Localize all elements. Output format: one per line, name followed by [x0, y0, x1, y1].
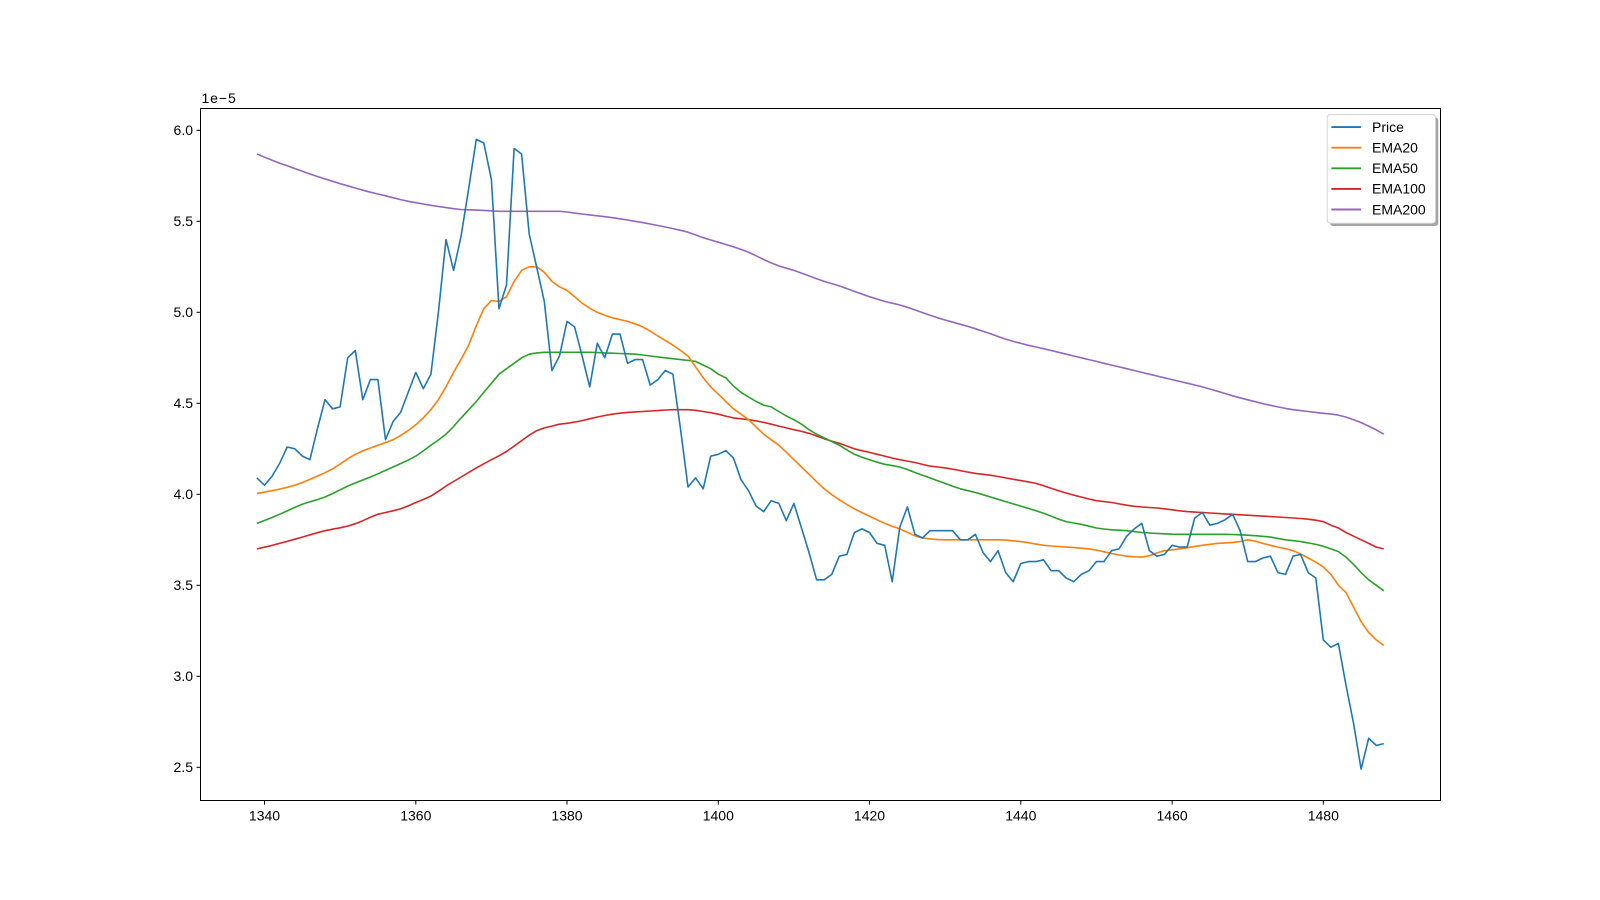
svg-text:1380: 1380: [551, 808, 582, 824]
svg-text:4.0: 4.0: [174, 486, 194, 502]
svg-text:1340: 1340: [249, 808, 280, 824]
svg-text:EMA100: EMA100: [1372, 181, 1426, 197]
svg-text:EMA50: EMA50: [1372, 160, 1418, 176]
svg-text:3.5: 3.5: [174, 577, 194, 593]
svg-text:1480: 1480: [1308, 808, 1339, 824]
svg-text:EMA20: EMA20: [1372, 140, 1418, 156]
svg-text:1460: 1460: [1157, 808, 1188, 824]
svg-text:1e−5: 1e−5: [202, 90, 237, 106]
svg-text:Price: Price: [1372, 119, 1404, 135]
svg-text:EMA200: EMA200: [1372, 201, 1426, 217]
svg-text:3.0: 3.0: [174, 668, 194, 684]
svg-text:1360: 1360: [400, 808, 431, 824]
svg-text:5.5: 5.5: [174, 213, 194, 229]
svg-text:1400: 1400: [703, 808, 734, 824]
svg-text:2.5: 2.5: [174, 759, 194, 775]
svg-text:1440: 1440: [1005, 808, 1036, 824]
svg-text:5.0: 5.0: [174, 304, 194, 320]
svg-text:4.5: 4.5: [174, 395, 194, 411]
svg-text:6.0: 6.0: [174, 122, 194, 138]
svg-text:1420: 1420: [854, 808, 885, 824]
